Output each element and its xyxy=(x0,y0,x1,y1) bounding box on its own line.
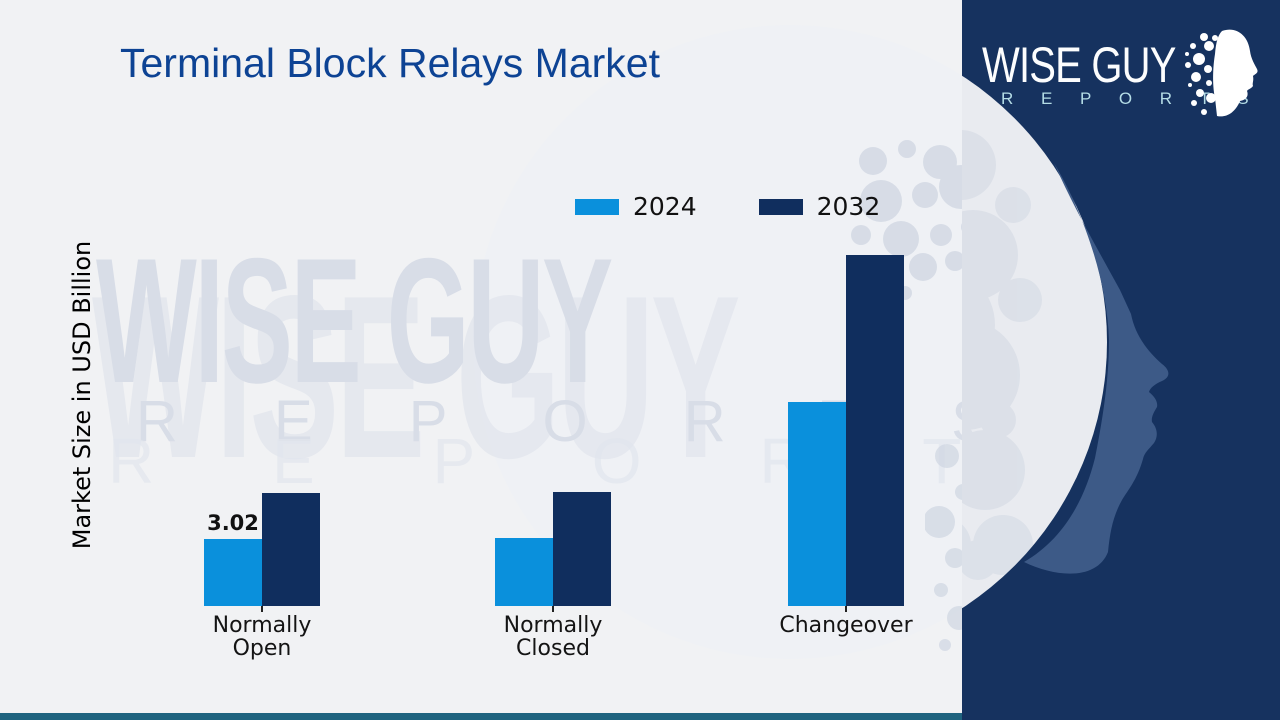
circle-texture xyxy=(962,130,1042,580)
brand-logo-subtext: R E P O R T S xyxy=(1001,89,1261,108)
x-axis-category-1: Normally Closed xyxy=(503,613,603,661)
legend: 2024 2032 xyxy=(575,192,880,221)
x-axis-tick-1 xyxy=(552,606,554,612)
chart-title: Terminal Block Relays Market xyxy=(120,40,660,86)
bar-2024-group1 xyxy=(495,538,553,606)
face-silhouette xyxy=(1024,163,1169,574)
bar-2024-group0 xyxy=(204,539,262,606)
bar-value-label: 3.02 xyxy=(207,511,259,535)
legend-label-2032: 2032 xyxy=(816,192,881,221)
x-axis-tick-0 xyxy=(261,606,263,612)
legend-label-2024: 2024 xyxy=(633,192,697,221)
x-axis-category-0: Normally Open xyxy=(212,613,312,661)
legend-swatch-2024 xyxy=(575,198,619,215)
brand-logo-wordmark: WISE GUY xyxy=(982,37,1176,93)
bar-2032-group0 xyxy=(262,493,320,606)
x-axis-tick-2 xyxy=(845,606,847,612)
bar-2032-group1 xyxy=(553,492,611,606)
legend-swatch-2032 xyxy=(758,198,803,215)
bar-2024-group2 xyxy=(788,402,846,606)
watermark-wiseguy: WISE GUY xyxy=(96,221,613,420)
dot-cluster-upper xyxy=(851,140,995,300)
brand-logo-head-icon xyxy=(1185,29,1258,117)
bar-2032-group2 xyxy=(846,255,904,606)
brand-panel: WISE GUY R E P O R T S xyxy=(962,0,1280,720)
bottom-accent-strip xyxy=(0,713,1280,720)
watermark-wiseguy-large: WISE GUY xyxy=(92,248,741,507)
x-axis-category-2: Changeover xyxy=(779,613,913,638)
